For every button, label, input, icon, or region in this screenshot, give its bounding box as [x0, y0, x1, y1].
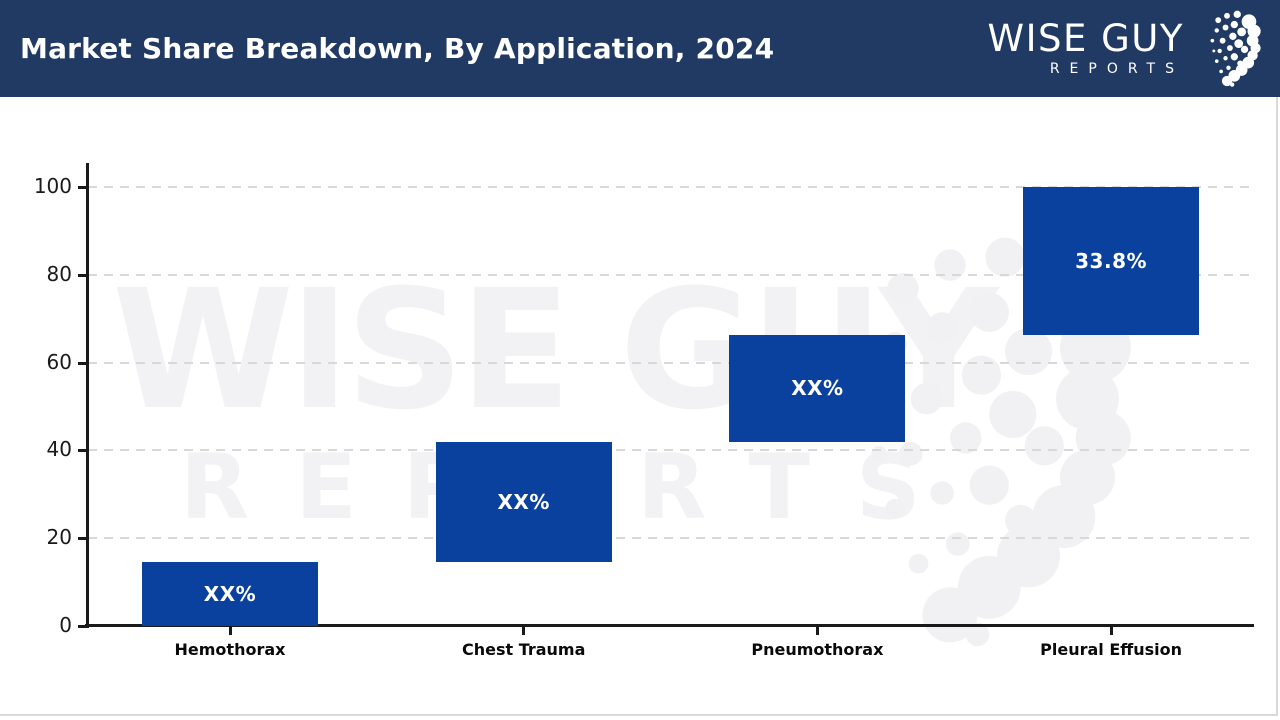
y-tick-label-40: 40: [46, 437, 72, 462]
y-tick-100: [78, 186, 86, 189]
bar-value-label-pleural-effusion: 33.8%: [1075, 249, 1148, 274]
logo-dotted-face-icon: [1190, 7, 1264, 89]
chart-title: Market Share Breakdown, By Application, …: [20, 32, 775, 65]
gridline-80: [88, 273, 1253, 276]
logo-wise-guy-text: WISE GUY: [987, 17, 1184, 60]
y-tick-label-0: 0: [59, 613, 72, 637]
bar-pneumothorax: XX%: [729, 335, 906, 442]
x-label-pleural-effusion: Pleural Effusion: [1040, 640, 1183, 659]
x-axis-line: [85, 624, 1254, 627]
x-label-hemothorax: Hemothorax: [174, 640, 286, 659]
y-tick-80: [78, 273, 86, 277]
gridline-60: [88, 361, 1253, 364]
gridline-100: [88, 186, 1253, 188]
bar-value-label-hemothorax: XX%: [203, 582, 257, 607]
x-tick-pneumothorax: [815, 627, 819, 635]
x-tick-chest-trauma: [522, 627, 526, 635]
logo-reports-text: REPORTS: [1049, 61, 1184, 77]
y-tick-40: [78, 449, 86, 453]
bar-hemothorax: XX%: [142, 562, 318, 626]
y-tick-label-80: 80: [46, 261, 72, 286]
y-tick-0: [78, 625, 86, 628]
x-tick-pleural-effusion: [1109, 627, 1113, 635]
bar-value-label-pneumothorax: XX%: [791, 376, 844, 401]
x-tick-hemothorax: [228, 627, 232, 635]
gridline-20: [88, 537, 1253, 540]
header-bar: Market Share Breakdown, By Application, …: [0, 0, 1280, 97]
y-tick-label-100: 100: [33, 174, 72, 198]
bar-chest-trauma: XX%: [435, 441, 612, 563]
y-axis-line: [86, 163, 89, 628]
bar-pleural-effusion: 33.8%: [1023, 187, 1200, 336]
gridline-40: [88, 449, 1253, 452]
wise-guy-reports-logo: WISE GUY REPORTS: [988, 7, 1264, 89]
y-tick-60: [78, 361, 86, 365]
logo-text: WISE GUY REPORTS: [987, 17, 1184, 78]
y-tick-label-60: 60: [46, 349, 72, 374]
bar-value-label-chest-trauma: XX%: [497, 489, 550, 514]
x-label-pneumothorax: Pneumothorax: [751, 640, 884, 659]
x-label-chest-trauma: Chest Trauma: [461, 640, 586, 659]
y-tick-20: [78, 537, 86, 541]
y-tick-label-20: 20: [46, 525, 72, 550]
